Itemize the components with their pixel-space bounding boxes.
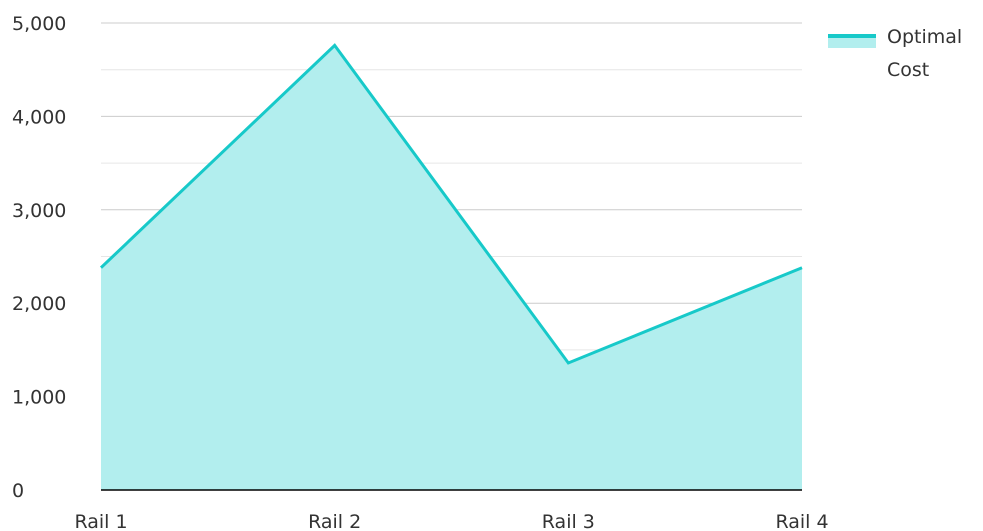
x-tick-label: Rail 2 [308,511,361,531]
legend-label-line-1: Optimal [887,26,962,48]
y-tick-label: 2,000 [12,293,66,315]
x-tick-label: Rail 1 [74,511,127,531]
y-tick-label: 1,000 [12,387,66,409]
x-tick-label: Rail 4 [775,511,828,531]
x-tick-label: Rail 3 [542,511,595,531]
series-line [99,43,803,365]
y-tick-label: 4,000 [12,106,66,128]
legend-swatch-line [828,34,876,38]
x-axis-tick-labels: Rail 1 Rail 2 Rail 3 Rail 4 [74,511,828,531]
legend: Optimal Cost [828,26,962,81]
y-tick-label: 3,000 [12,200,66,222]
legend-swatch-fill [828,36,876,48]
legend-label-line-2: Cost [887,59,929,81]
y-tick-label: 0 [12,480,24,502]
series-area-fill [101,45,802,490]
y-tick-label: 5,000 [12,13,66,35]
y-axis-tick-labels: 0 1,000 2,000 3,000 4,000 5,000 [12,13,66,502]
